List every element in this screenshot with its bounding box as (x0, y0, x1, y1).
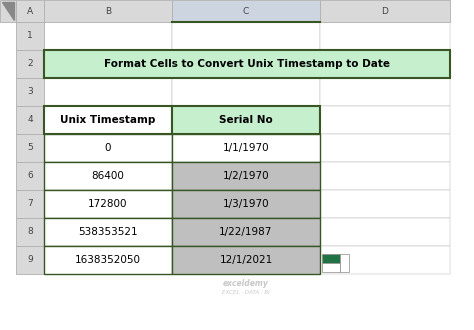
Text: Format Cells to Convert Unix Timestamp to Date: Format Cells to Convert Unix Timestamp t… (104, 59, 390, 69)
Text: 9: 9 (27, 255, 33, 265)
Bar (44, 190, 172, 218)
Bar (172, 134, 320, 162)
Text: 1638352050: 1638352050 (75, 255, 141, 265)
Text: 1/3/1970: 1/3/1970 (223, 199, 269, 209)
Bar (44, 50, 172, 78)
Bar (44, 218, 172, 246)
Text: 2: 2 (27, 59, 33, 69)
Bar (172, 246, 320, 274)
Bar (172, 106, 320, 134)
Bar (320, 22, 450, 50)
Bar (16, 190, 44, 218)
Bar (320, 218, 450, 246)
Bar (44, 246, 172, 274)
Bar (322, 254, 340, 263)
Bar (44, 78, 172, 106)
Text: A: A (27, 7, 33, 16)
Bar (172, 190, 320, 218)
Bar (172, 190, 320, 218)
Text: 1/2/1970: 1/2/1970 (223, 171, 269, 181)
Text: EXCEL · DATA · BI: EXCEL · DATA · BI (222, 289, 270, 294)
Bar (16, 22, 44, 50)
Bar (44, 0, 172, 22)
Text: D: D (382, 7, 388, 16)
Bar (320, 162, 450, 190)
Bar (44, 50, 450, 78)
Bar (44, 22, 172, 50)
Bar (320, 134, 450, 162)
Text: 538353521: 538353521 (78, 227, 138, 237)
Bar (172, 78, 320, 106)
Bar (172, 106, 320, 134)
Bar (320, 50, 450, 78)
Bar (44, 106, 172, 134)
Bar (44, 134, 172, 162)
Bar (16, 106, 44, 134)
Text: C: C (243, 7, 249, 16)
Text: 8: 8 (27, 227, 33, 237)
Bar (320, 78, 450, 106)
Text: 3: 3 (27, 87, 33, 96)
Bar (172, 218, 320, 246)
Text: B: B (105, 7, 111, 16)
Bar (320, 0, 450, 22)
Text: 1/1/1970: 1/1/1970 (223, 143, 269, 153)
Bar (172, 162, 320, 190)
Text: exceldemy: exceldemy (223, 280, 269, 288)
Text: 4: 4 (27, 115, 33, 124)
Bar (44, 162, 172, 190)
Bar (340, 254, 349, 272)
Bar (172, 22, 320, 50)
Bar (16, 246, 44, 274)
Bar (44, 246, 172, 274)
Polygon shape (2, 2, 14, 20)
Text: 172800: 172800 (88, 199, 128, 209)
Bar (16, 78, 44, 106)
Bar (16, 0, 44, 22)
Text: 5: 5 (27, 144, 33, 152)
Bar (16, 134, 44, 162)
Bar (44, 218, 172, 246)
Bar (172, 246, 320, 274)
Text: Unix Timestamp: Unix Timestamp (60, 115, 155, 125)
Bar (0, 0, 16, 22)
Text: 1/22/1987: 1/22/1987 (219, 227, 273, 237)
Bar (44, 190, 172, 218)
Text: 86400: 86400 (91, 171, 125, 181)
Bar (320, 190, 450, 218)
Text: 12/1/2021: 12/1/2021 (219, 255, 273, 265)
Text: 0: 0 (105, 143, 111, 153)
Bar (172, 0, 320, 22)
Text: 6: 6 (27, 172, 33, 181)
Text: 7: 7 (27, 200, 33, 209)
Bar (44, 134, 172, 162)
Bar (172, 218, 320, 246)
Bar (16, 162, 44, 190)
Bar (322, 263, 340, 272)
Text: Serial No: Serial No (219, 115, 273, 125)
Text: 1: 1 (27, 31, 33, 41)
Bar (320, 106, 450, 134)
Bar (16, 218, 44, 246)
Bar (44, 162, 172, 190)
Bar (16, 50, 44, 78)
Bar (320, 246, 450, 274)
Bar (172, 134, 320, 162)
Bar (44, 106, 172, 134)
Bar (172, 50, 320, 78)
Bar (172, 162, 320, 190)
